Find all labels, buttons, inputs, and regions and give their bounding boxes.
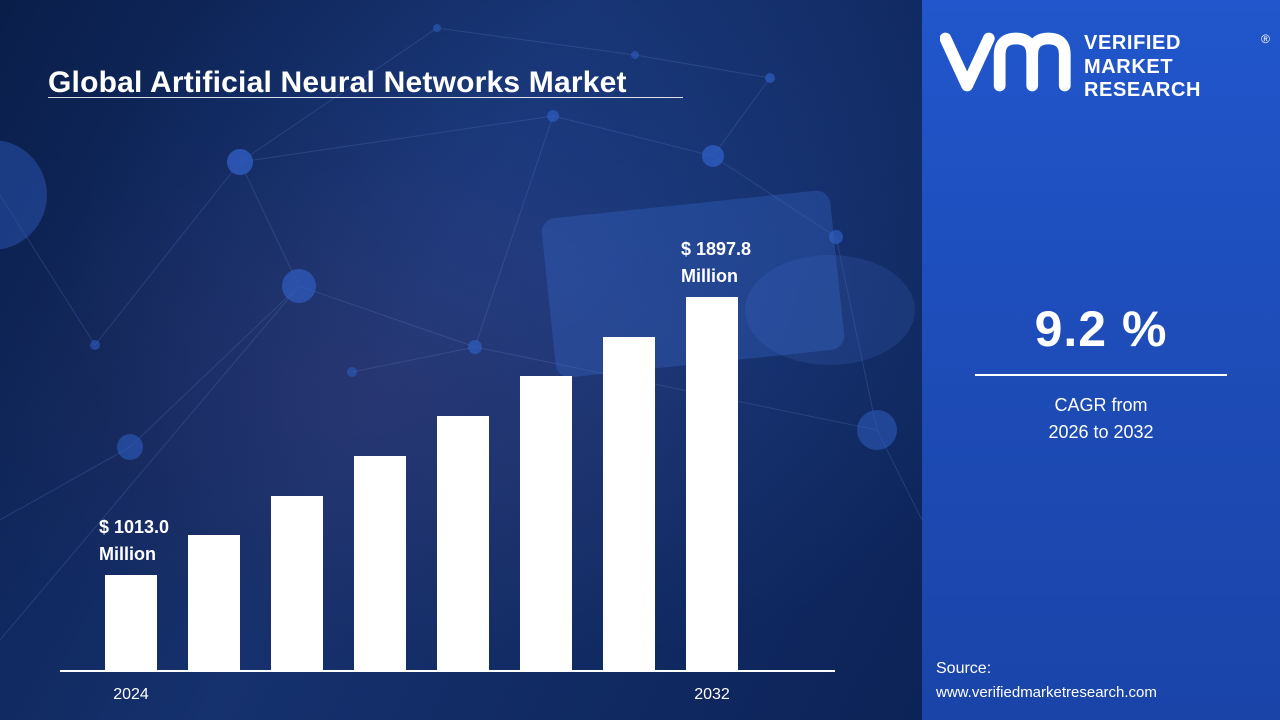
brand-name: VERIFIED MARKET RESEARCH (1084, 30, 1201, 103)
brand-name-line1: VERIFIED (1084, 32, 1182, 54)
title-underline (48, 97, 683, 98)
x-tick-2032: 2032 (694, 686, 730, 703)
cagr-caption: CAGR from 2026 to 2032 (922, 392, 1280, 446)
bar-value-label-last: $ 1897.8 Million (681, 236, 751, 290)
bar (686, 297, 738, 670)
bar-value-last-unit: Million (681, 266, 738, 286)
brand-panel: VERIFIED MARKET RESEARCH ® 9.2 % CAGR fr… (922, 0, 1280, 720)
page-title: Global Artificial Neural Networks Market (48, 66, 627, 100)
cagr-value: 9.2 % (1034, 301, 1168, 357)
bar-value-label-first: $ 1013.0 Million (99, 514, 169, 568)
bar (354, 456, 406, 670)
cagr-block: 9.2 % CAGR from 2026 to 2032 (922, 300, 1280, 446)
registered-trademark: ® (1261, 32, 1270, 46)
brand-name-line3: RESEARCH (1084, 79, 1202, 102)
x-tick-2024: 2024 (113, 686, 149, 703)
vmr-logo-icon (940, 30, 1072, 94)
bar (603, 337, 655, 670)
source-block: Source: www.verifiedmarketresearch.com (936, 660, 1157, 702)
bar (188, 535, 240, 670)
bar (437, 416, 489, 670)
network-decoration (0, 24, 922, 641)
cagr-caption-line2: 2026 to 2032 (1048, 422, 1154, 442)
bar (105, 575, 157, 670)
cagr-divider (975, 374, 1227, 376)
cagr-caption-line1: CAGR from (1054, 395, 1148, 415)
source-url-link[interactable]: www.verifiedmarketresearch.com (936, 684, 1157, 701)
bar (520, 376, 572, 670)
brand-name-line2: MARKET (1084, 55, 1174, 78)
chart-section: Global Artificial Neural Networks Market… (0, 0, 922, 720)
bar-value-first-unit: Million (99, 544, 156, 564)
bar (271, 496, 323, 670)
bar-group (105, 297, 738, 670)
bar-value-first-amount: $ 1013.0 (99, 517, 170, 537)
x-axis-line (60, 670, 835, 672)
source-label: Source: (936, 660, 992, 677)
bar-value-last-amount: $ 1897.8 (681, 239, 752, 259)
brand-block: VERIFIED MARKET RESEARCH (940, 30, 1201, 103)
